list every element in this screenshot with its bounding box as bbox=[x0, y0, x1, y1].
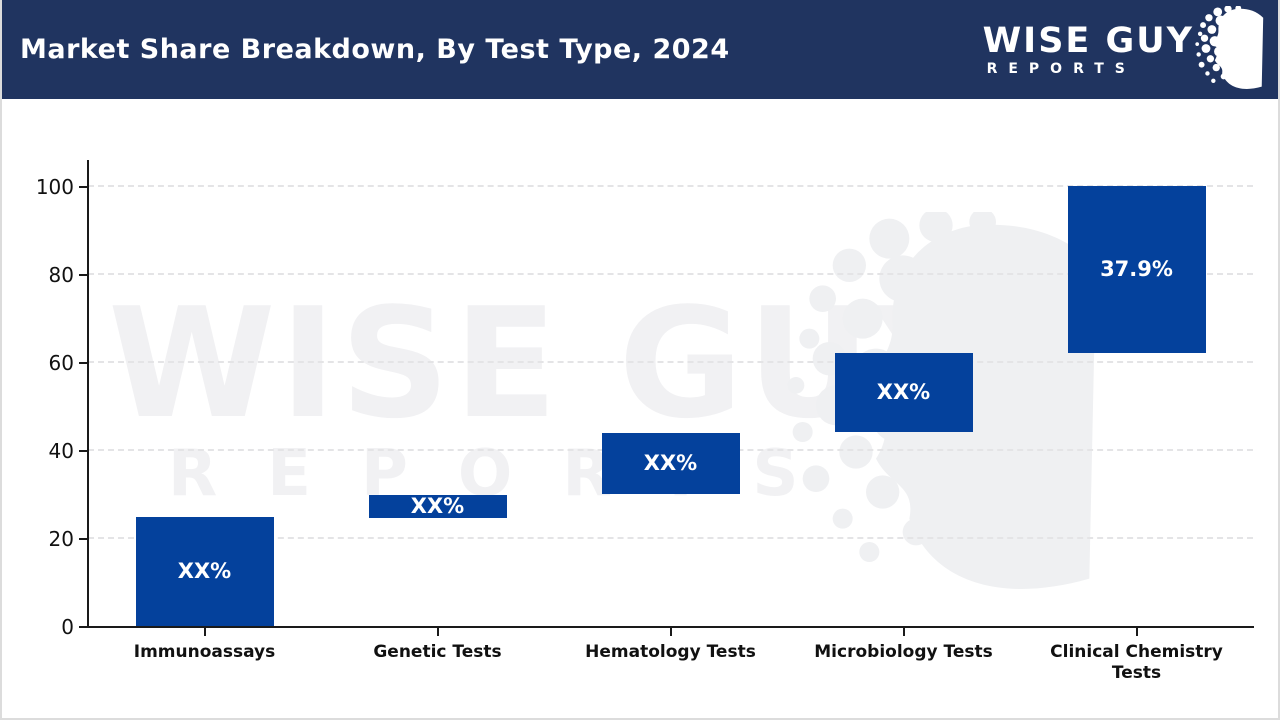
y-tick-label-20: 20 bbox=[48, 527, 74, 551]
gridline-60 bbox=[88, 361, 1253, 363]
x-tick-5 bbox=[1135, 628, 1138, 636]
y-tick-label-40: 40 bbox=[48, 439, 74, 463]
gridline-100 bbox=[88, 185, 1253, 187]
y-tick-label-80: 80 bbox=[48, 263, 74, 287]
brand-dot-face-icon bbox=[1190, 6, 1266, 94]
x-tick-label-3: Hematology Tests bbox=[585, 642, 756, 662]
y-tick-80 bbox=[79, 274, 87, 276]
bar-microbiology-tests: XX% bbox=[834, 353, 973, 432]
bar-value-label: 37.9% bbox=[1100, 256, 1173, 281]
y-tick-20 bbox=[79, 538, 87, 540]
y-tick-60 bbox=[79, 362, 87, 364]
x-tick-label-2: Genetic Tests bbox=[373, 642, 502, 662]
brand-subname: REPORTS bbox=[986, 60, 1136, 77]
x-tick-4 bbox=[902, 628, 905, 636]
x-tick-label-1: Immunoassays bbox=[133, 642, 276, 662]
x-tick-label-5: Clinical Chemistry Tests bbox=[1050, 642, 1223, 684]
bar-clinical-chemistry-tests: 37.9% bbox=[1067, 186, 1206, 353]
y-tick-label-0: 0 bbox=[61, 615, 74, 639]
y-axis-line bbox=[87, 160, 89, 628]
bar-hematology-tests: XX% bbox=[601, 432, 740, 494]
bar-value-label: XX% bbox=[177, 558, 232, 583]
bar-immunoassays: XX% bbox=[135, 516, 274, 626]
y-tick-label-60: 60 bbox=[48, 351, 74, 375]
bar-value-label: XX% bbox=[410, 494, 465, 519]
y-tick-0 bbox=[79, 626, 87, 628]
bar-genetic-tests: XX% bbox=[368, 494, 507, 519]
x-tick-3 bbox=[669, 628, 672, 636]
brand-name: WISE GUY bbox=[982, 21, 1194, 62]
x-tick-2 bbox=[436, 628, 439, 636]
y-tick-label-100: 100 bbox=[35, 175, 74, 199]
page-title: Market Share Breakdown, By Test Type, 20… bbox=[20, 34, 730, 65]
brand-logo: WISE GUY REPORTS bbox=[983, 6, 1266, 94]
x-tick-label-4: Microbiology Tests bbox=[814, 642, 993, 662]
bar-value-label: XX% bbox=[876, 380, 931, 405]
header-banner: Market Share Breakdown, By Test Type, 20… bbox=[0, 0, 1280, 99]
x-axis-line bbox=[87, 626, 1254, 628]
y-tick-100 bbox=[79, 186, 87, 188]
gridline-80 bbox=[88, 273, 1253, 275]
bar-value-label: XX% bbox=[643, 450, 698, 475]
gridline-20 bbox=[88, 537, 1253, 539]
x-tick-1 bbox=[203, 628, 206, 636]
brand-logo-text: WISE GUY REPORTS bbox=[983, 23, 1194, 77]
y-tick-40 bbox=[79, 450, 87, 452]
